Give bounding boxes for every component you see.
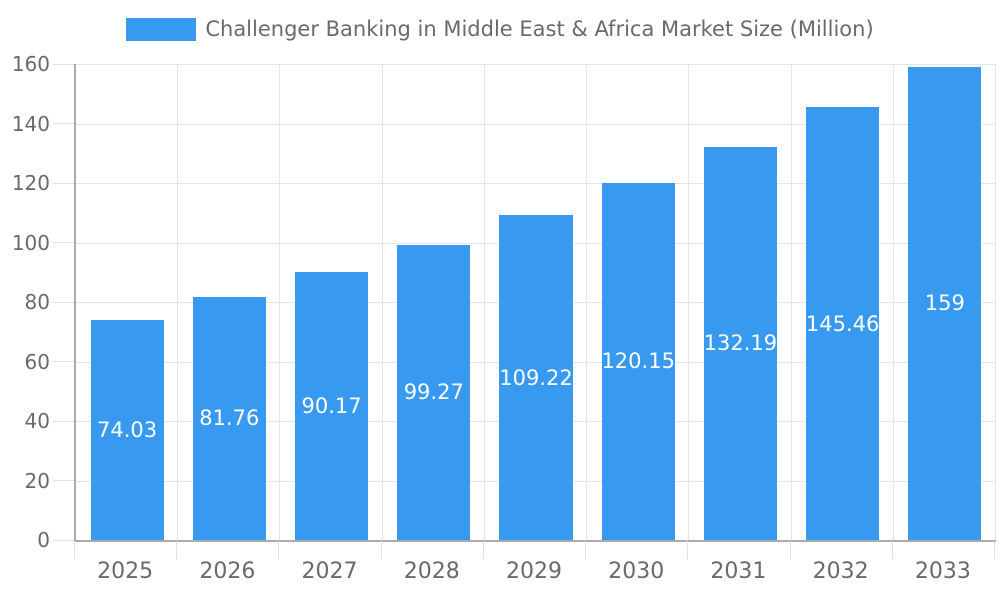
x-tick-label: 2027 <box>301 559 358 584</box>
bar-value-label: 132.19 <box>703 331 778 356</box>
y-tick-mark <box>53 123 74 124</box>
bar[interactable]: 90.17 <box>295 271 369 540</box>
bar[interactable]: 145.46 <box>806 107 879 540</box>
bar[interactable]: 120.15 <box>601 182 675 540</box>
gridline-horizontal <box>76 123 996 125</box>
plot-area: 74.03 81.76 90.17 99.27 109.22 120.15 132.19 14… <box>74 64 996 542</box>
bar-slot: 99.27 <box>383 64 485 540</box>
legend-label: Challenger Banking in Middle East & Afri… <box>205 17 874 41</box>
y-tick-label: 60 <box>24 349 50 374</box>
y-tick-label: 100 <box>11 230 50 255</box>
y-tick-label: 40 <box>24 409 50 433</box>
gridline-vertical <box>381 64 383 540</box>
bar-value-label: 99.27 <box>403 380 464 405</box>
x-tick-mark <box>789 541 791 559</box>
bar-value-label: 145.46 <box>805 311 880 336</box>
x-tick-mark <box>687 541 689 559</box>
x-tick-mark <box>278 541 280 559</box>
bar[interactable]: 109.22 <box>499 215 573 540</box>
bar-slot: 109.22 <box>485 64 587 540</box>
gridline-vertical <box>892 64 894 540</box>
bar[interactable]: 99.27 <box>397 244 471 540</box>
y-tick-label: 0 <box>37 528 50 552</box>
y-tick-mark <box>53 63 74 65</box>
bar[interactable]: 159 <box>908 66 982 540</box>
y-tick-label: 80 <box>24 290 50 314</box>
bar-slot: 81.76 <box>178 64 280 540</box>
y-tick-label: 140 <box>11 111 50 136</box>
x-tick-label: 2029 <box>505 559 562 584</box>
bar-slot: 132.19 <box>689 64 791 540</box>
bar[interactable]: 74.03 <box>90 319 164 540</box>
bar-slot: 74.03 <box>76 64 178 540</box>
bar-value-label: 109.22 <box>499 365 573 390</box>
gridline-vertical <box>688 64 690 540</box>
y-tick-mark <box>53 182 74 184</box>
x-tick-mark <box>585 541 587 559</box>
bar-value-label: 120.15 <box>601 349 675 374</box>
y-tick-mark <box>53 420 74 422</box>
bars-container: 74.03 81.76 90.17 99.27 109.22 120.15 132.19 14… <box>76 64 996 540</box>
bar-value-label: 159 <box>924 291 965 316</box>
x-tick-mark <box>891 541 893 559</box>
x-tick-mark <box>74 541 75 559</box>
y-tick-mark <box>53 539 74 541</box>
x-tick-label: 2032 <box>812 559 869 584</box>
y-tick-mark <box>53 242 74 243</box>
bar-value-label: 74.03 <box>97 417 158 442</box>
bar[interactable]: 81.76 <box>192 296 266 540</box>
y-tick-mark <box>53 361 74 362</box>
gridline-horizontal <box>76 64 996 65</box>
x-tick-label: 2031 <box>710 559 767 584</box>
gridline-vertical <box>586 64 588 540</box>
bar-slot: 90.17 <box>280 64 382 540</box>
bar-slot: 159 <box>894 64 996 540</box>
x-tick-mark <box>994 541 995 559</box>
x-tick-mark <box>380 541 382 559</box>
x-tick-label: 2026 <box>199 559 256 584</box>
x-tick-mark <box>482 541 484 559</box>
y-tick-mark <box>53 480 74 481</box>
bar-value-label: 81.76 <box>199 406 260 431</box>
gridline-vertical <box>995 64 996 540</box>
x-tick-label: 2025 <box>97 559 154 584</box>
x-axis-labels: 2025 2026 2027 2028 2029 2030 2031 2032 2033 <box>74 559 994 585</box>
bar[interactable]: 132.19 <box>703 146 778 540</box>
gridline-vertical <box>279 64 281 540</box>
bar-value-label: 90.17 <box>301 393 362 418</box>
x-tick-label: 2030 <box>608 559 665 584</box>
legend-item[interactable]: Challenger Banking in Middle East & Afri… <box>0 14 1000 44</box>
legend-swatch-icon <box>126 17 197 41</box>
x-tick-label: 2028 <box>403 559 460 584</box>
x-tick-label: 2033 <box>914 559 971 584</box>
x-tick-mark <box>176 541 178 559</box>
y-tick-mark <box>53 301 74 303</box>
gridline-vertical <box>790 64 792 540</box>
gridline-vertical <box>483 64 485 540</box>
gridline-vertical <box>177 64 179 540</box>
y-tick-label: 160 <box>11 52 50 76</box>
bar-slot: 120.15 <box>587 64 689 540</box>
bar-slot: 145.46 <box>792 64 894 540</box>
y-tick-label: 120 <box>11 171 50 195</box>
y-tick-label: 20 <box>24 468 50 493</box>
gridline-horizontal <box>76 183 996 184</box>
